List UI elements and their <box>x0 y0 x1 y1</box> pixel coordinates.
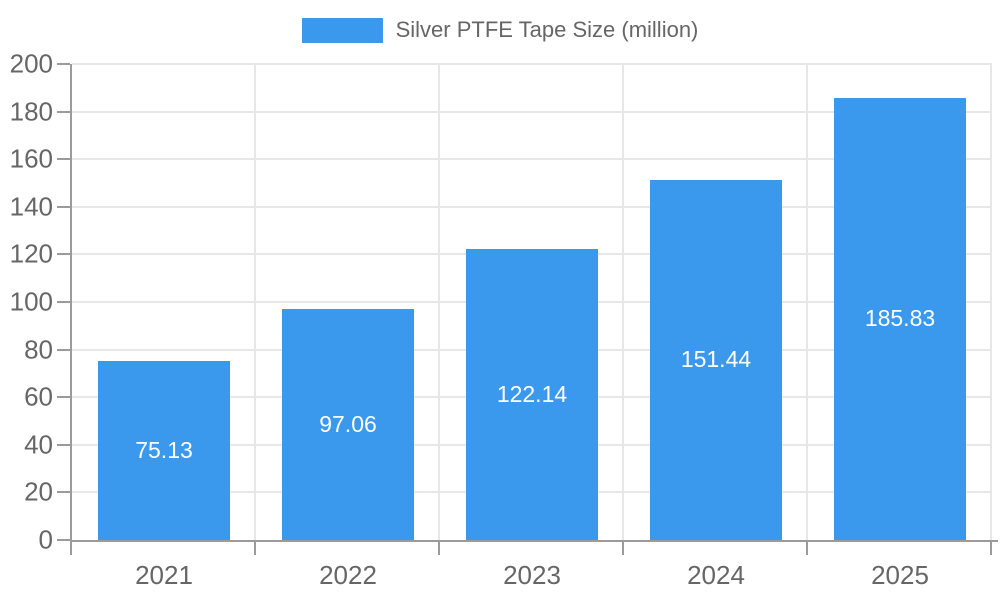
y-axis-tick-label: 100 <box>9 286 53 317</box>
x-axis-tick <box>254 542 256 555</box>
y-axis-tick-label: 180 <box>9 96 53 127</box>
x-axis-tick <box>990 542 992 555</box>
x-axis-tick-label: 2025 <box>871 560 929 590</box>
bar-value-label: 151.44 <box>680 346 752 373</box>
y-axis-tick <box>57 158 70 161</box>
y-axis-tick-label: 80 <box>24 334 53 365</box>
y-axis-tick <box>57 205 70 208</box>
y-axis-tick-label: 40 <box>24 429 53 460</box>
bar-value-label: 122.14 <box>496 381 568 408</box>
x-axis-tick-label: 2024 <box>687 560 745 590</box>
x-axis-tick-label: 2021 <box>135 560 193 590</box>
grid-line-horizontal <box>72 63 992 65</box>
y-axis-tick <box>57 396 70 399</box>
y-axis-tick <box>57 110 70 113</box>
y-axis-tick <box>57 539 70 541</box>
bar-value-label: 97.06 <box>319 411 377 437</box>
y-axis-tick-label: 0 <box>38 524 53 555</box>
x-axis-tick-label: 2022 <box>319 560 377 590</box>
plot-area: 0 20 40 60 80 100 120 140 160 180 200 75.13 2021 97.0… <box>10 49 998 590</box>
x-axis-tick <box>622 542 624 555</box>
y-axis-tick <box>57 63 70 65</box>
x-axis-line <box>70 540 998 542</box>
bar[interactable]: 122.14 <box>466 249 598 540</box>
x-axis-tick <box>806 542 808 555</box>
grid-line-vertical <box>254 64 256 540</box>
y-axis-tick <box>57 253 70 256</box>
y-axis-tick <box>57 443 70 446</box>
y-axis-tick <box>57 491 70 494</box>
bar-value-label: 75.13 <box>135 437 193 464</box>
grid-line-horizontal <box>72 110 992 113</box>
y-axis-tick-label: 120 <box>9 238 53 269</box>
y-axis-tick-label: 160 <box>9 143 53 174</box>
grid-line-vertical <box>438 64 440 540</box>
y-axis-tick-label: 20 <box>24 476 53 507</box>
grid-line-vertical <box>990 64 992 540</box>
bar[interactable]: 75.13 <box>98 361 230 540</box>
y-axis-line <box>70 64 72 554</box>
grid-line-horizontal <box>72 158 992 161</box>
legend-swatch-icon <box>301 17 383 43</box>
y-axis-tick <box>57 301 70 303</box>
legend[interactable]: Silver PTFE Tape Size (million) <box>0 15 1000 45</box>
bar[interactable]: 185.83 <box>834 97 966 540</box>
grid-line-vertical <box>806 64 808 540</box>
bar[interactable]: 97.06 <box>282 309 414 540</box>
bar[interactable]: 151.44 <box>650 179 782 540</box>
grid-line-horizontal <box>72 205 992 208</box>
y-axis-tick-label: 60 <box>24 381 53 412</box>
x-axis-tick-label: 2023 <box>503 560 561 590</box>
y-axis-tick <box>57 348 70 351</box>
x-axis-tick <box>438 542 440 555</box>
x-axis-tick <box>70 542 72 555</box>
grid-line-vertical <box>622 64 624 540</box>
legend-label: Silver PTFE Tape Size (million) <box>395 17 699 42</box>
y-axis-tick-label: 200 <box>9 48 53 79</box>
y-axis-tick-label: 140 <box>9 191 53 222</box>
bar-value-label: 185.83 <box>864 305 936 332</box>
